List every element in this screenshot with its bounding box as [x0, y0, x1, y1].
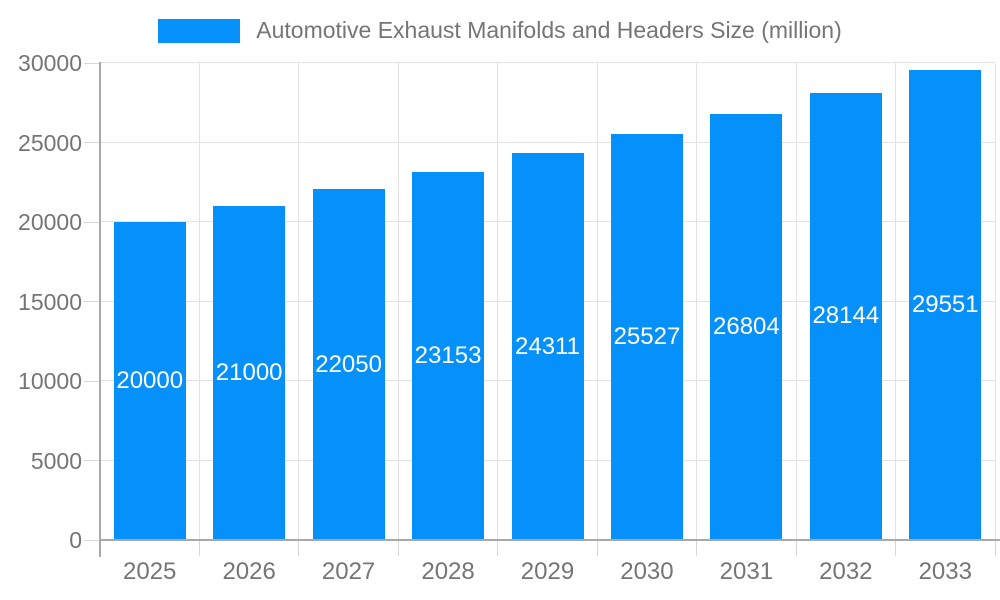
- x-gridline: [895, 63, 897, 540]
- x-tick-label: 2028: [421, 558, 475, 585]
- y-tick-label: 25000: [18, 129, 82, 156]
- bar-value-label: 20000: [116, 367, 184, 394]
- bar-value-label: 23153: [414, 341, 482, 369]
- x-tick-label: 2029: [520, 558, 575, 585]
- x-tick-label: 2033: [918, 558, 972, 585]
- y-tick-label: 20000: [18, 209, 82, 235]
- x-tick-label: 2026: [222, 558, 276, 585]
- y-tick-mark: [84, 460, 100, 461]
- bar-value-label: 28144: [812, 302, 880, 330]
- bar-value-label: 29551: [911, 291, 979, 319]
- y-tick-mark: [84, 221, 100, 223]
- y-tick-mark: [84, 301, 100, 302]
- bar-value-label: 26804: [713, 312, 780, 340]
- x-gridline: [397, 63, 399, 540]
- chart-title: Automotive Exhaust Manifolds and Headers…: [256, 17, 842, 43]
- bar[interactable]: 24311: [511, 153, 584, 540]
- y-tick-label: 10000: [18, 368, 82, 394]
- y-axis-line: [99, 62, 101, 557]
- y-gridline: [100, 62, 995, 63]
- x-gridline: [596, 63, 598, 540]
- bar[interactable]: 26804: [710, 113, 783, 540]
- y-tick-mark: [84, 539, 100, 541]
- x-gridline: [994, 63, 996, 540]
- legend-swatch-icon: [158, 18, 241, 43]
- x-tick-label: 2030: [620, 558, 674, 585]
- x-gridline: [298, 63, 300, 540]
- x-tick-mark: [795, 540, 797, 556]
- x-tick-mark: [895, 540, 897, 556]
- y-tick-label: 5000: [30, 447, 82, 474]
- y-tick-label: 15000: [18, 288, 82, 315]
- bar[interactable]: 28144: [809, 92, 882, 540]
- x-tick-label: 2025: [123, 558, 177, 585]
- x-tick-mark: [298, 540, 300, 556]
- bar-value-label: 25527: [613, 323, 681, 351]
- x-gridline: [198, 63, 200, 540]
- y-tick-mark: [84, 62, 100, 64]
- y-tick-label: 30000: [18, 50, 82, 76]
- bar[interactable]: 22050: [312, 189, 385, 540]
- y-tick-label: 0: [69, 527, 82, 553]
- x-tick-label: 2031: [719, 558, 774, 585]
- x-tick-mark: [497, 540, 499, 556]
- y-tick-mark: [84, 142, 100, 143]
- bar[interactable]: 29551: [909, 70, 982, 540]
- x-tick-mark: [994, 540, 996, 556]
- bar-value-label: 21000: [215, 359, 283, 387]
- y-gridline: [100, 141, 995, 143]
- bar[interactable]: 21000: [213, 206, 286, 540]
- x-tick-mark: [397, 540, 399, 556]
- bar-value-label: 22050: [315, 350, 382, 378]
- x-tick-mark: [696, 540, 698, 556]
- bar[interactable]: 23153: [412, 171, 485, 540]
- x-gridline: [696, 63, 698, 540]
- bar[interactable]: 20000: [113, 222, 186, 540]
- x-tick-mark: [198, 540, 200, 556]
- x-axis-line: [99, 539, 1000, 541]
- x-tick-label: 2032: [819, 558, 873, 585]
- x-tick-label: 2027: [321, 558, 376, 585]
- x-gridline: [795, 63, 797, 540]
- x-tick-mark: [596, 540, 598, 556]
- y-tick-mark: [84, 380, 100, 382]
- bar-value-label: 24311: [515, 332, 580, 360]
- bar[interactable]: 25527: [610, 134, 683, 540]
- legend[interactable]: Automotive Exhaust Manifolds and Headers…: [0, 17, 1000, 44]
- x-gridline: [497, 63, 499, 540]
